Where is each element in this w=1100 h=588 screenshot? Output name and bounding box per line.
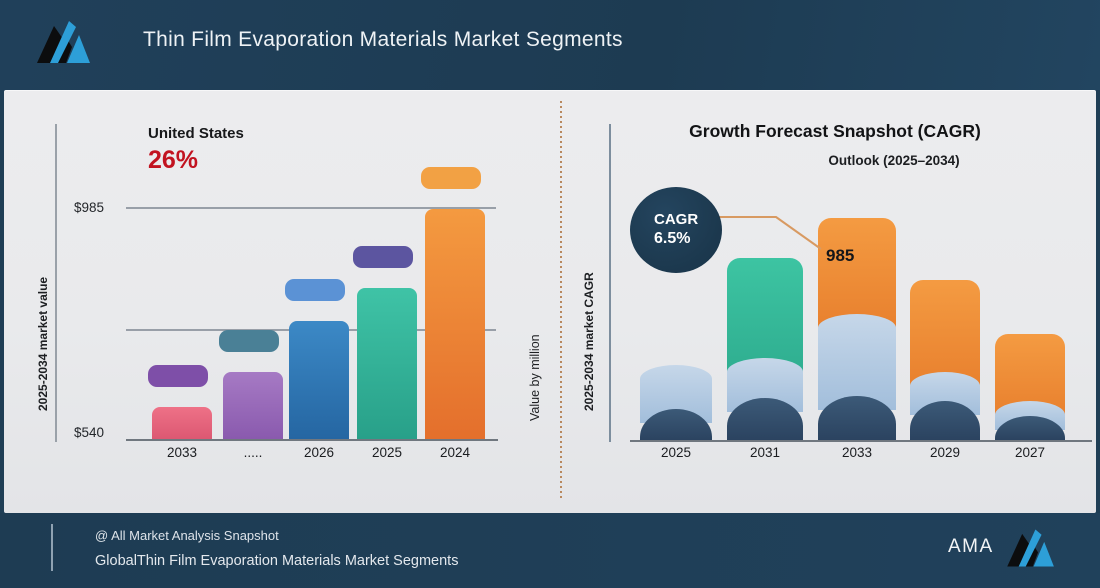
left-bar-2025 — [357, 288, 417, 439]
left-x-label-2026: 2026 — [303, 445, 335, 460]
right-x-label-2027: 2027 — [1014, 445, 1046, 460]
ama-logo-footer-icon — [1006, 526, 1056, 570]
left-y-axis-line — [55, 124, 57, 442]
page-title: Thin Film Evaporation Materials Market S… — [143, 28, 623, 51]
right-y-axis-line — [609, 124, 611, 442]
left-bar-2026 — [289, 321, 349, 439]
footer-caption: GlobalThin Film Evaporation Materials Ma… — [95, 553, 459, 569]
left-float-cap-2033 — [148, 365, 208, 387]
y-tick-985: $985 — [73, 200, 104, 215]
left-float-cap-2024 — [421, 167, 481, 189]
right-bar-2033-mid — [818, 314, 896, 410]
left-secondary-axis-title: Value by million — [528, 334, 542, 421]
left-bar-2024 — [425, 209, 485, 439]
right-chart-subtitle: Outlook (2025–2034) — [828, 153, 960, 168]
y-tick-540: $540 — [73, 425, 104, 440]
right-bar-2031-base — [727, 398, 803, 440]
cagr-badge-label: CAGR — [654, 210, 699, 228]
right-x-label-2025: 2025 — [660, 445, 692, 460]
left-chart-plot-area: 2033..... 2026 2025 2024 — [4, 91, 560, 514]
left-x-label-2025: 2025 — [371, 445, 403, 460]
left-bar-..... — [223, 372, 283, 439]
right-bar-2029-top — [910, 280, 980, 388]
right-x-label-2033: 2033 — [841, 445, 873, 460]
left-x-label-2024: 2024 — [439, 445, 471, 460]
header-bar: Thin Film Evaporation Materials Market S… — [0, 0, 1100, 90]
ama-logo-icon — [36, 17, 92, 67]
left-bar-2033 — [152, 407, 212, 439]
left-x-label-2033: 2033 — [166, 445, 198, 460]
left-float-cap-2026 — [285, 279, 345, 301]
content-panel: 2025-2034 market value United States 26%… — [4, 90, 1096, 513]
right-bar-2033-base — [818, 396, 896, 440]
right-x-axis-line — [630, 440, 1092, 442]
right-bar-2033-top — [818, 218, 896, 330]
left-x-axis-line — [126, 439, 498, 441]
cagr-badge-value: 6.5% — [654, 230, 691, 248]
left-chart-region-label: United States — [148, 125, 244, 142]
gridline-985 — [126, 207, 496, 209]
footer-note: @ All Market Analysis Snapshot — [95, 528, 279, 543]
left-x-label-.....: ..... — [243, 445, 263, 460]
right-bar-2031-top — [727, 258, 803, 374]
right-x-label-2031: 2031 — [749, 445, 781, 460]
right-bar-2029-base — [910, 401, 980, 440]
right-chart-title: Growth Forecast Snapshot (CAGR) — [689, 121, 981, 141]
left-float-cap-2025 — [353, 246, 413, 268]
right-chart-plot-area: 2025 2031 2033 2029 2027 — [560, 91, 1096, 514]
right-x-label-2029: 2029 — [929, 445, 961, 460]
left-chart-highlight-percent: 26% — [148, 146, 199, 174]
bar-annotation-985: 985 — [826, 246, 855, 265]
dotted-divider — [560, 101, 562, 501]
footer-brand-text: AMA — [948, 536, 994, 557]
left-float-cap-..... — [219, 330, 279, 352]
cagr-badge: CAGR 6.5% — [630, 187, 722, 273]
footer-bar: @ All Market Analysis Snapshot GlobalThi… — [0, 513, 1100, 588]
footer-divider-line — [51, 524, 53, 571]
